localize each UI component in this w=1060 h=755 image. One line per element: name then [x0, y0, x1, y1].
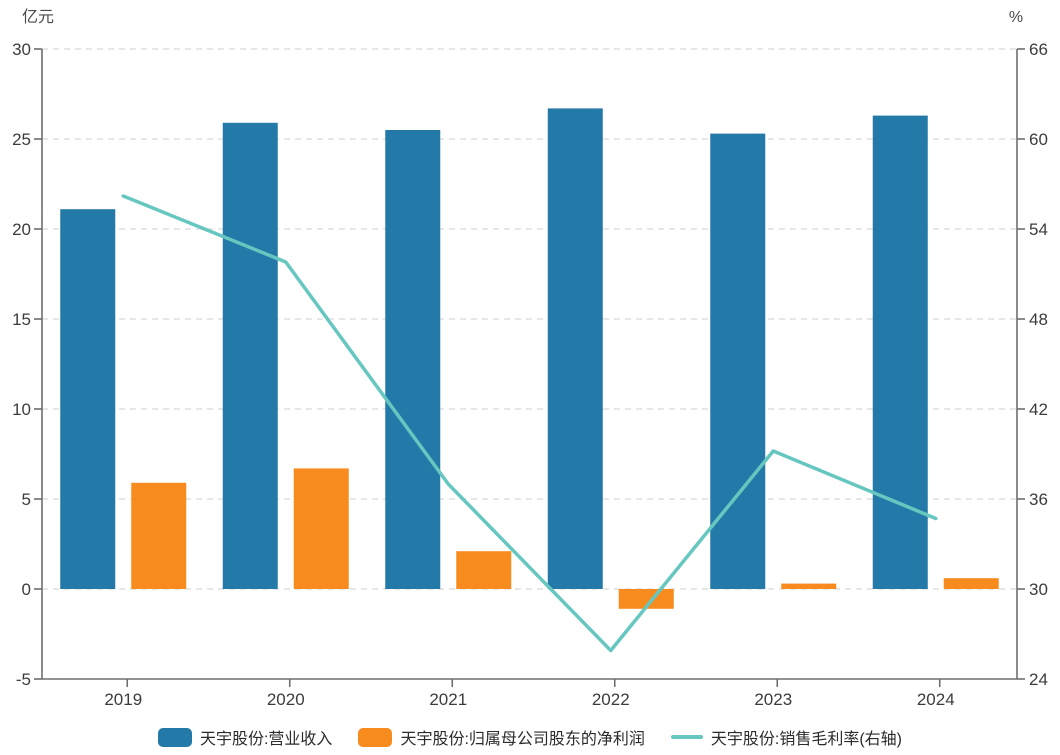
- chart-canvas: -5 0 5 10 15 20 25 30 24 30 36 42 48 54 60 66 2019 2020 20…: [12, 8, 1048, 709]
- bar-revenue-2020: [222, 122, 278, 590]
- bar-net-profit-2019: [131, 482, 187, 589]
- x-axis-category-label: 2020: [267, 690, 305, 709]
- left-axis-tick-label: -5: [16, 670, 31, 689]
- bar-revenue-2023: [710, 133, 766, 589]
- x-axis-category-label: 2019: [104, 690, 142, 709]
- x-axis-category-label: 2021: [429, 690, 467, 709]
- right-axis-tick-label: 24: [1029, 670, 1048, 689]
- bar-net-profit-2023: [781, 583, 837, 589]
- bar-revenue-2024: [872, 115, 928, 589]
- right-axis-tick-label: 66: [1029, 40, 1048, 59]
- right-axis-tick-label: 42: [1029, 400, 1048, 419]
- bar-net-profit-2024: [943, 578, 999, 589]
- right-axis-tick-label: 60: [1029, 130, 1048, 149]
- x-axis-category-label: 2023: [754, 690, 792, 709]
- legend-item-gross-margin[interactable]: 天宇股份:销售毛利率(右轴): [670, 725, 902, 749]
- bar-revenue-2019: [60, 209, 116, 589]
- bar-net-profit-2020: [293, 468, 349, 589]
- revenue-swatch-icon: [157, 727, 192, 747]
- left-axis-tick-label: 10: [12, 400, 31, 419]
- bar-revenue-2022: [547, 108, 603, 590]
- left-axis-tick-label: 20: [12, 220, 31, 239]
- bar-net-profit-2021: [456, 551, 512, 589]
- legend-label-gross-margin: 天宇股份:销售毛利率(右轴): [710, 731, 902, 748]
- right-axis-unit-label: %: [1009, 9, 1023, 26]
- legend-item-net-profit[interactable]: 天宇股份:归属母公司股东的净利润: [358, 725, 645, 749]
- right-axis-tick-label: 30: [1029, 580, 1048, 599]
- bar-net-profit-2022: [618, 589, 674, 609]
- left-axis-tick-label: 0: [22, 580, 31, 599]
- left-axis-tick-label: 25: [12, 130, 31, 149]
- left-axis-tick-label: 30: [12, 40, 31, 59]
- net-profit-swatch-icon: [358, 727, 393, 747]
- left-axis-unit-label: 亿元: [22, 8, 54, 26]
- right-axis-tick-label: 54: [1029, 220, 1048, 239]
- x-axis-category-label: 2024: [917, 690, 955, 709]
- gross-margin-line: [121, 194, 938, 653]
- left-axis-tick-label: 5: [22, 490, 31, 509]
- right-axis-tick-label: 48: [1029, 310, 1048, 329]
- legend-item-revenue[interactable]: 天宇股份:营业收入: [157, 725, 333, 749]
- chart-legend: 天宇股份:营业收入 天宇股份:归属母公司股东的净利润 天宇股份:销售毛利率(右轴…: [0, 725, 1060, 749]
- bar-revenue-2021: [385, 130, 441, 589]
- legend-label-revenue: 天宇股份:营业收入: [199, 731, 333, 748]
- left-axis-tick-label: 15: [12, 310, 31, 329]
- gross-margin-line-swatch-icon: [670, 735, 703, 739]
- right-axis-tick-label: 36: [1029, 490, 1048, 509]
- legend-label-net-profit: 天宇股份:归属母公司股东的净利润: [400, 731, 645, 748]
- x-axis-category-label: 2022: [592, 690, 630, 709]
